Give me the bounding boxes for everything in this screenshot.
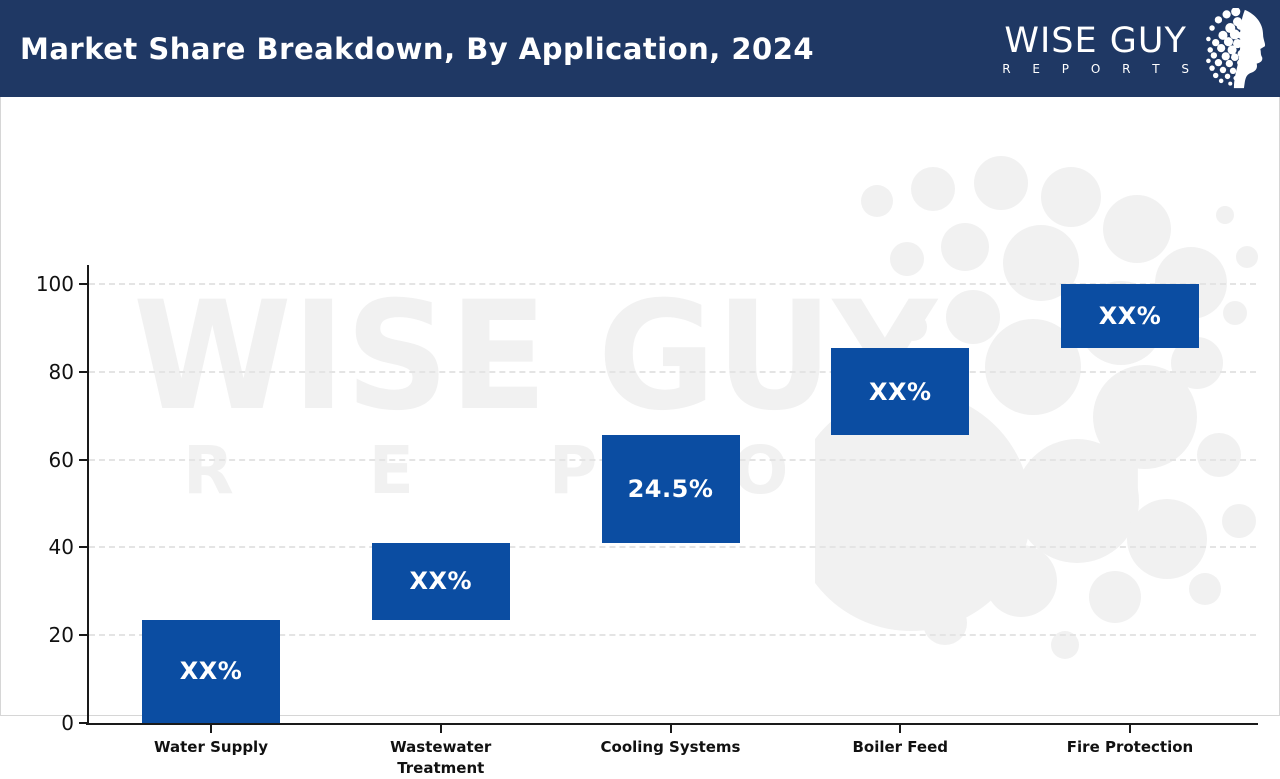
gridline-80 — [89, 370, 1256, 373]
y-tick-mark-60 — [79, 458, 88, 461]
x-category-label-boiler-feed: Boiler Feed — [852, 738, 949, 756]
x-tick-mark-boiler-feed — [899, 725, 902, 733]
y-tick-label-80: 80 — [48, 359, 74, 384]
bar-fire-protection: XX% — [1061, 284, 1199, 348]
bar-value-label-water-supply: XX% — [179, 657, 243, 686]
bar-value-label-cooling-systems: 24.5% — [627, 475, 714, 504]
y-tick-label-40: 40 — [48, 535, 74, 560]
wiseguy-logo-text: WISE GUY R E P O R T S — [993, 20, 1198, 76]
logo-reports-label: R E P O R T S — [1002, 61, 1198, 76]
y-tick-mark-80 — [79, 370, 88, 373]
x-tick-mark-fire-protection — [1129, 725, 1131, 733]
gridline-100 — [89, 283, 1256, 285]
x-tick-mark-wastewater-treatment — [439, 725, 442, 733]
y-axis-line — [87, 265, 89, 725]
y-tick-label-0: 0 — [61, 711, 74, 735]
bar-wastewater-treatment: XX% — [371, 543, 510, 620]
x-category-label-water-supply: Water Supply — [154, 738, 268, 756]
y-tick-mark-0 — [79, 722, 88, 724]
y-tick-mark-100 — [79, 283, 88, 285]
y-tick-mark-20 — [79, 634, 88, 637]
x-category-label-cooling-systems: Cooling Systems — [600, 738, 741, 756]
bar-cooling-systems: 24.5% — [601, 435, 740, 543]
logo-wiseguy-label: WISE GUY — [1004, 20, 1187, 61]
gridline-20 — [89, 634, 1256, 637]
bar-boiler-feed: XX% — [831, 347, 970, 436]
y-tick-label-60: 60 — [48, 447, 74, 472]
y-tick-mark-40 — [79, 546, 88, 549]
bar-water-supply: XX% — [142, 619, 280, 723]
gridline-40 — [89, 546, 1256, 549]
dotted-head-profile-icon — [1206, 8, 1266, 89]
x-category-label-wastewater-treatment: Wastewater Treatment — [390, 738, 492, 777]
x-category-label-fire-protection: Fire Protection — [1066, 738, 1194, 756]
wiseguy-logo: WISE GUY R E P O R T S — [993, 8, 1266, 90]
page-title: Market Share Breakdown, By Application, … — [20, 31, 815, 66]
bar-value-label-wastewater-treatment: XX% — [409, 567, 473, 596]
y-tick-label-20: 20 — [48, 623, 74, 648]
x-tick-mark-cooling-systems — [669, 725, 672, 733]
y-tick-label-100: 100 — [35, 272, 74, 296]
x-tick-mark-water-supply — [210, 725, 212, 733]
plot-area: 0 20 40 60 80 100 XX% Water Supply XX% Wastewater… — [0, 97, 1280, 777]
bar-value-label-boiler-feed: XX% — [868, 377, 932, 406]
header-bar: Market Share Breakdown, By Application, … — [0, 0, 1280, 97]
watermark-wiseguy-text: WISE GUY — [133, 270, 938, 444]
bar-value-label-fire-protection: XX% — [1098, 301, 1162, 330]
x-axis-line — [86, 723, 1258, 725]
